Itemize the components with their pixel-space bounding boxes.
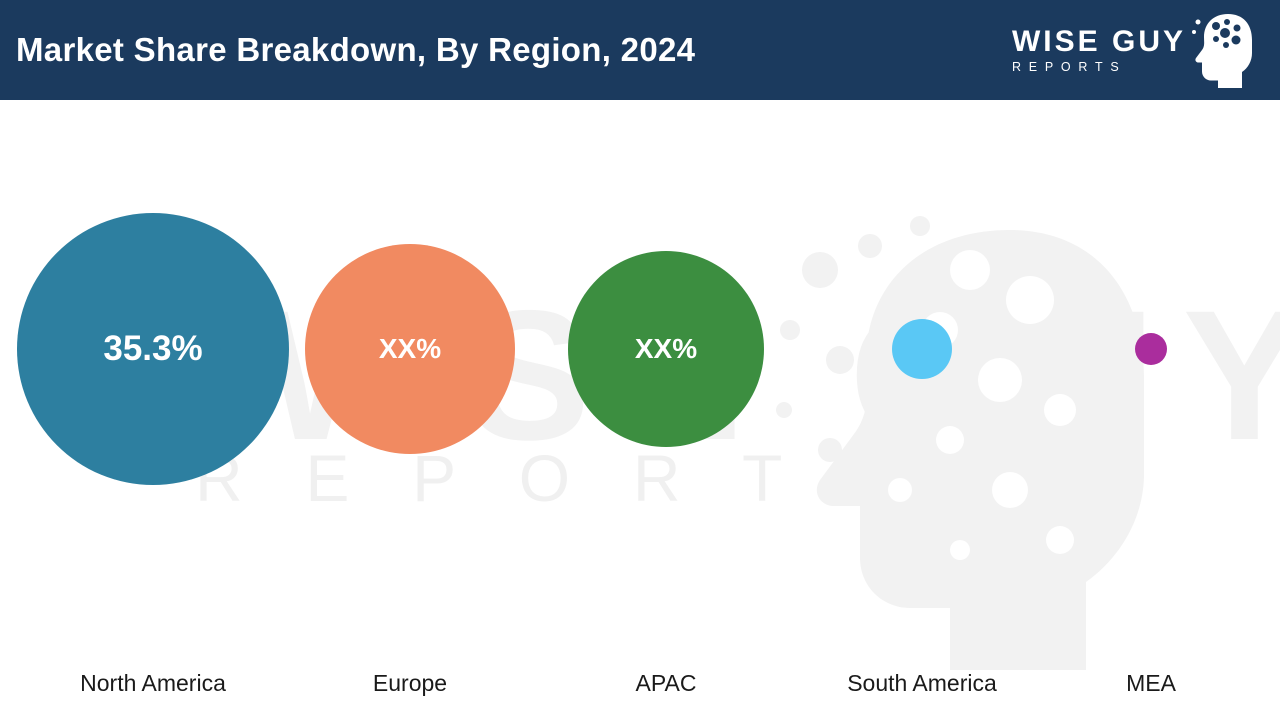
- region-label-north-america: North America: [80, 670, 226, 696]
- bubble-north-america: 35.3%: [17, 213, 289, 485]
- bubble-europe: XX%: [305, 244, 515, 454]
- wiseguy-head-icon: [1192, 14, 1252, 88]
- bubble-europe-value: XX%: [378, 333, 442, 364]
- bubble-apac: XX%: [568, 251, 764, 447]
- bubble-south-america: [892, 319, 952, 379]
- bubble-chart: WISE GUY REPORTS 35.3% XX%: [0, 100, 1280, 720]
- logo-text: WISE GUY REPORTS: [1012, 26, 1186, 74]
- region-label-south-america: South America: [847, 670, 997, 696]
- region-label-europe: Europe: [372, 670, 448, 696]
- logo-subtitle: REPORTS: [1011, 59, 1127, 74]
- header-bar: Market Share Breakdown, By Region, 2024 …: [0, 0, 1280, 100]
- page-title: Market Share Breakdown, By Region, 2024: [16, 31, 696, 68]
- bubble-apac-value: XX%: [634, 333, 698, 364]
- logo-wordmark: WISE GUY: [1011, 25, 1186, 59]
- region-label-mea: MEA: [1126, 670, 1176, 696]
- wise-guy-logo: WISE GUY REPORTS: [1012, 12, 1254, 88]
- watermark-head-icon: [776, 216, 1144, 670]
- watermark-subtitle: REPORTS: [195, 441, 952, 515]
- region-label-apac: APAC: [635, 670, 697, 696]
- bubble-mea: [1135, 333, 1167, 365]
- bubble-north-america-value: 35.3%: [103, 329, 203, 368]
